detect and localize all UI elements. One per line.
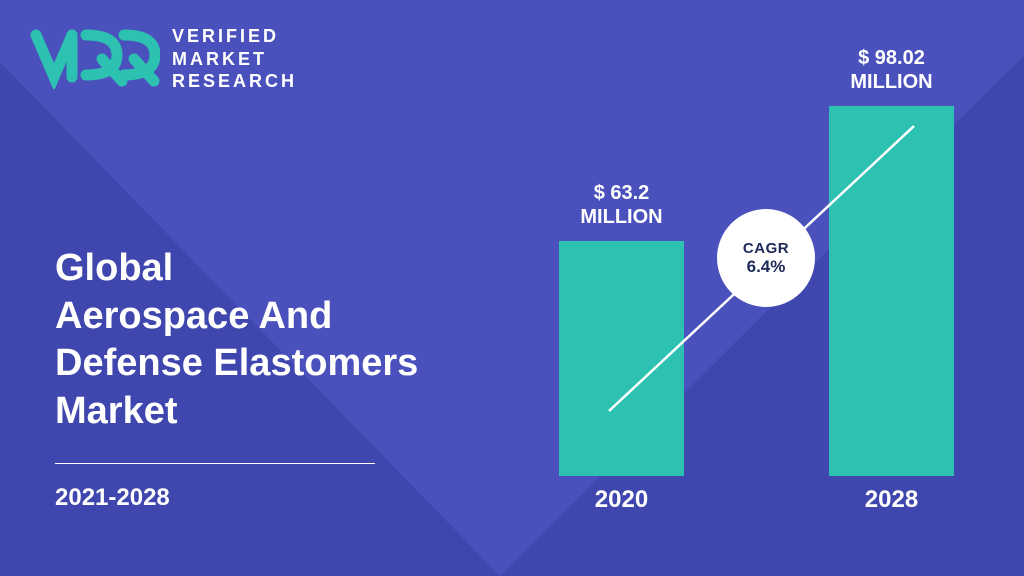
infographic-title: Global Aerospace And Defense Elastomers …	[55, 245, 475, 435]
logo-line2: MARKET	[172, 48, 297, 71]
title-line2: Aerospace And	[55, 295, 332, 337]
logo-line1: VERIFIED	[172, 25, 297, 48]
logo: VERIFIED MARKET RESEARCH	[30, 25, 297, 93]
title-block: Global Aerospace And Defense Elastomers …	[55, 245, 475, 512]
logo-text: VERIFIED MARKET RESEARCH	[172, 25, 297, 93]
title-line3: Defense Elastomers	[55, 342, 418, 384]
cagr-label: CAGR	[743, 240, 789, 257]
logo-icon	[30, 29, 160, 89]
cagr-value: 6.4%	[747, 257, 786, 277]
logo-line3: RESEARCH	[172, 70, 297, 93]
cagr-badge: CAGR 6.4%	[717, 209, 815, 307]
title-line4: Market	[55, 390, 178, 432]
bar-chart: $ 63.2 MILLION 2020 $ 98.02 MILLION 2028…	[539, 51, 969, 521]
title-line1: Global	[55, 247, 173, 289]
title-divider	[55, 463, 375, 464]
year-range: 2021-2028	[55, 484, 475, 512]
